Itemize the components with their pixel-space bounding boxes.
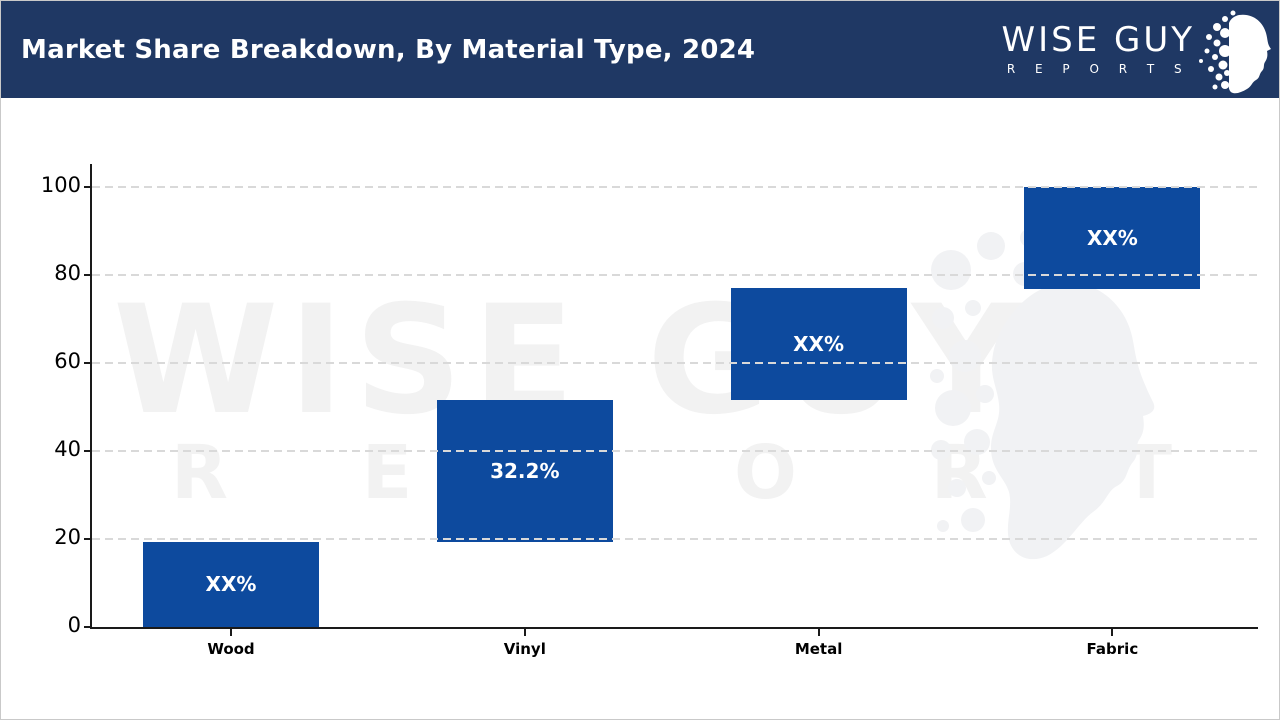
- logo-text: WISE GUY R E P O R T S: [1001, 20, 1195, 76]
- header-bar: Market Share Breakdown, By Material Type…: [1, 1, 1279, 98]
- y-tick-0: [84, 626, 91, 628]
- bar-value-label-fabric: XX%: [1086, 225, 1138, 250]
- page-title: Market Share Breakdown, By Material Type…: [21, 34, 756, 65]
- x-tick-fabric: [1111, 629, 1114, 636]
- x-tick-vinyl: [523, 629, 526, 636]
- gridline-80: [92, 273, 1258, 276]
- bar-value-label-vinyl: 32.2%: [490, 459, 560, 484]
- y-tick-label-0: 0: [67, 613, 81, 637]
- y-tick-40: [84, 449, 91, 452]
- x-tick-metal: [817, 629, 820, 636]
- bar-segment-fabric: XX%: [1024, 186, 1201, 289]
- x-axis-spine: [90, 627, 1258, 629]
- y-tick-60: [84, 361, 91, 364]
- logo-subtitle: R E P O R T S: [1006, 61, 1190, 76]
- wise-guy-logo: WISE GUY R E P O R T S: [1001, 5, 1273, 95]
- x-category-label-fabric: Fabric: [1086, 640, 1139, 658]
- bar-value-label-metal: XX%: [793, 332, 845, 357]
- y-axis-spine: [90, 164, 92, 629]
- gridline-100: [92, 185, 1258, 188]
- gridline-20: [92, 537, 1258, 540]
- x-category-label-vinyl: Vinyl: [503, 640, 546, 658]
- bar-segment-metal: XX%: [730, 288, 907, 401]
- bar-segment-wood: XX%: [143, 541, 319, 627]
- bar-value-label-wood: XX%: [205, 572, 257, 597]
- y-tick-label-100: 100: [40, 172, 81, 197]
- gridline-40: [92, 449, 1258, 452]
- gridline-60: [92, 361, 1258, 364]
- logo-face-icon: [1199, 10, 1271, 94]
- y-tick-label-80: 80: [54, 260, 81, 285]
- y-tick-80: [84, 273, 91, 276]
- y-tick-label-20: 20: [54, 524, 81, 549]
- x-category-label-wood: Wood: [207, 640, 255, 658]
- x-tick-wood: [230, 629, 232, 636]
- logo-wordmark: WISE GUY: [1001, 20, 1195, 60]
- y-tick-100: [84, 185, 91, 188]
- y-tick-label-60: 60: [54, 348, 81, 373]
- y-tick-20: [84, 537, 91, 540]
- bar-segment-vinyl: 32.2%: [436, 400, 613, 542]
- y-tick-label-40: 40: [54, 436, 81, 461]
- x-category-label-metal: Metal: [794, 640, 843, 658]
